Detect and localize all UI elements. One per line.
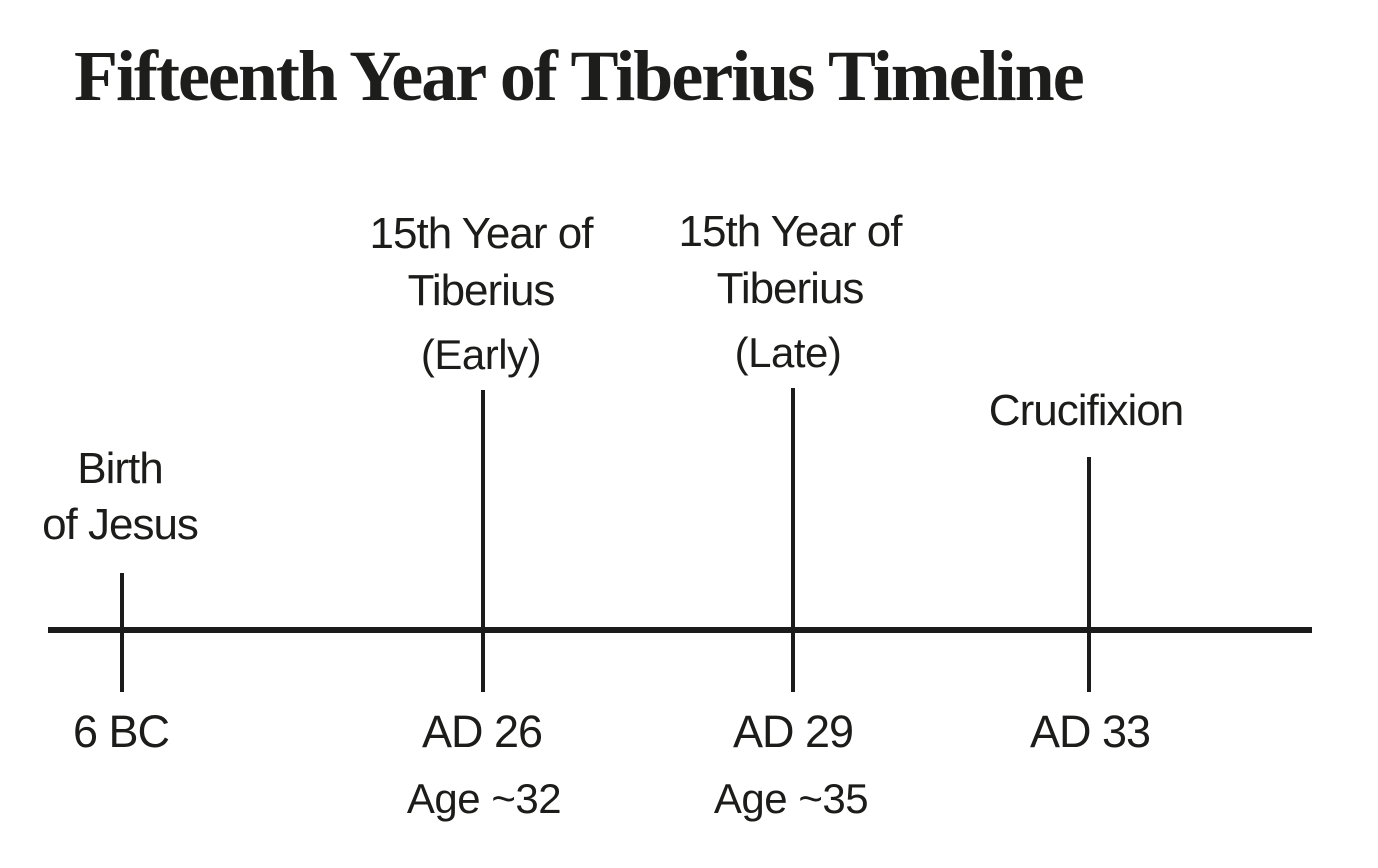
page-title: Fifteenth Year of Tiberius Timeline <box>74 36 1085 116</box>
tick-ad26 <box>481 390 485 692</box>
age-label-ad26: Age ~32 <box>406 775 562 822</box>
event-label-tiberius-early: 15th Year of Tiberius <box>369 205 594 319</box>
tick-ad33 <box>1087 457 1091 692</box>
event-label-line: Tiberius <box>716 264 865 313</box>
event-label-tiberius-late: 15th Year of Tiberius <box>678 203 903 317</box>
event-label-line: 15th Year of <box>678 207 903 256</box>
date-label-ad33: AD 33 <box>1029 706 1151 757</box>
event-label-line: Crucifixion <box>988 386 1184 435</box>
event-qualifier-late: (Late) <box>734 329 842 376</box>
event-label-line: Tiberius <box>407 266 556 315</box>
event-label-line: of Jesus <box>42 500 199 549</box>
date-label-ad26: AD 26 <box>421 706 543 757</box>
timeline-axis <box>48 627 1312 633</box>
event-label-line: 15th Year of <box>369 209 594 258</box>
event-label-birth-of-jesus: Birth of Jesus <box>42 441 199 553</box>
tick-6bc <box>120 573 124 692</box>
date-label-6bc: 6 BC <box>72 706 170 757</box>
tick-ad29 <box>791 388 795 692</box>
event-label-crucifixion: Crucifixion <box>988 382 1184 439</box>
age-label-ad29: Age ~35 <box>713 775 869 822</box>
event-qualifier-early: (Early) <box>420 331 542 378</box>
date-label-ad29: AD 29 <box>732 706 854 757</box>
event-label-line: Birth <box>77 444 163 493</box>
